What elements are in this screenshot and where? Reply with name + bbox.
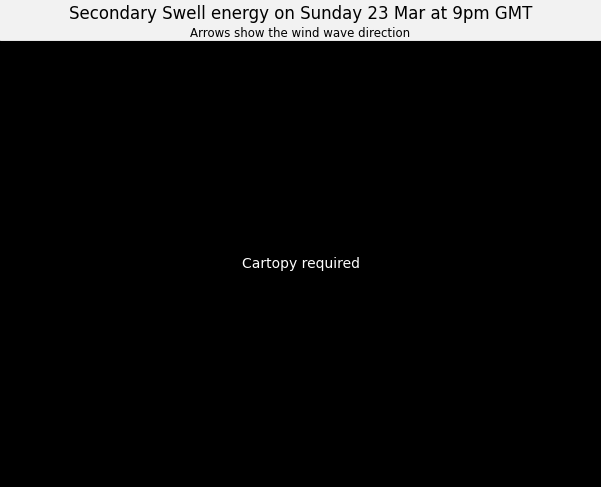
Text: Secondary Swell energy on Sunday 23 Mar at 9pm GMT: Secondary Swell energy on Sunday 23 Mar … [69, 5, 532, 23]
Text: Cartopy required: Cartopy required [242, 257, 359, 271]
Text: Arrows show the wind wave direction: Arrows show the wind wave direction [191, 27, 410, 39]
